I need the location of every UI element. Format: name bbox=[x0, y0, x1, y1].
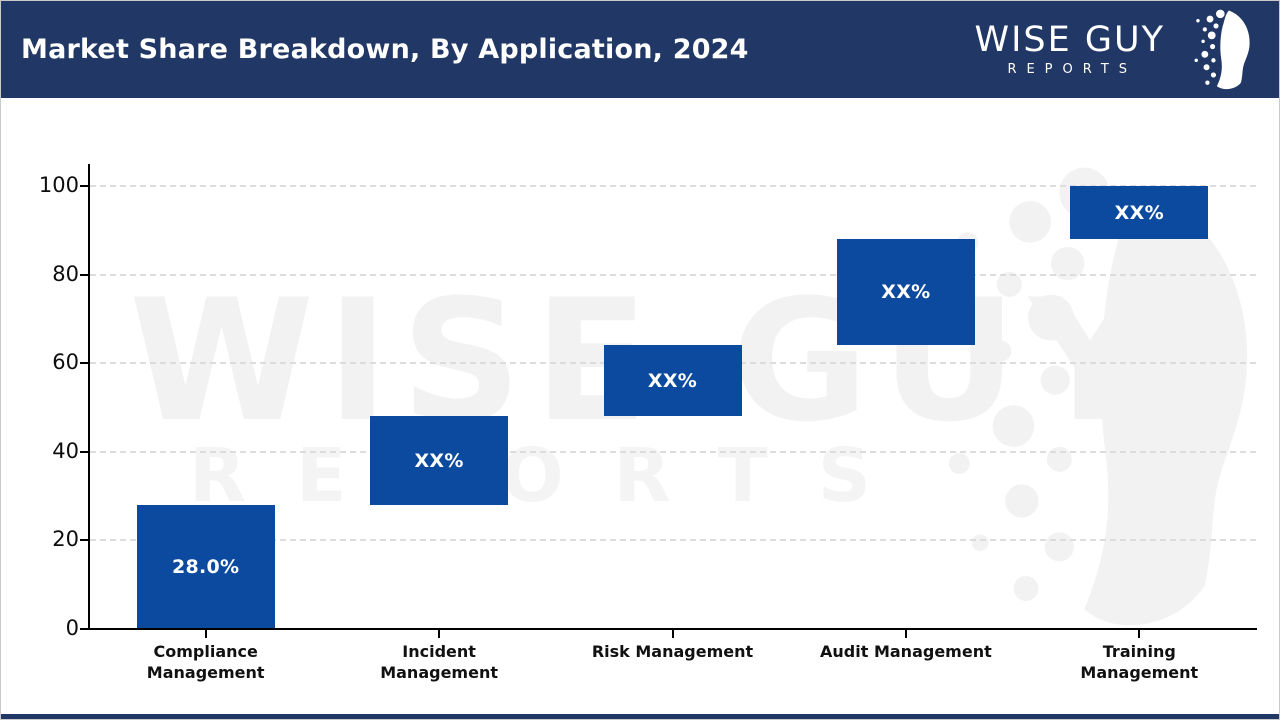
logo-face-icon bbox=[1194, 9, 1250, 89]
page-title: Market Share Breakdown, By Application, … bbox=[21, 34, 749, 65]
y-axis-tick bbox=[80, 628, 89, 630]
gridline bbox=[90, 450, 1256, 453]
x-axis-category-label: Audit Management bbox=[786, 641, 1026, 662]
x-axis-tick bbox=[904, 630, 907, 638]
y-axis-tick-label: 40 bbox=[52, 438, 79, 463]
x-axis-tick bbox=[671, 630, 674, 638]
bar-value-label: XX% bbox=[414, 449, 464, 472]
x-axis-tick bbox=[438, 630, 441, 638]
footer-bar bbox=[1, 714, 1279, 719]
x-axis-category-label: Incident Management bbox=[319, 641, 559, 683]
x-axis-category-line: Compliance bbox=[153, 642, 258, 661]
x-axis-tick bbox=[1138, 630, 1141, 638]
y-axis-tick bbox=[80, 539, 89, 542]
bar-compliance-management: 28.0% bbox=[136, 504, 275, 629]
logo-wordmark: WISE GUY REPORTS bbox=[974, 20, 1165, 77]
gridline bbox=[90, 539, 1256, 542]
header: Market Share Breakdown, By Application, … bbox=[1, 1, 1279, 98]
logo-wordmark-main: WISE GUY bbox=[974, 20, 1165, 60]
x-axis-category-label: Training Management bbox=[1019, 641, 1259, 683]
bar-value-label: XX% bbox=[1114, 201, 1164, 224]
y-axis-line bbox=[88, 164, 90, 630]
x-axis-tick bbox=[204, 630, 207, 638]
bar-value-label: 28.0% bbox=[171, 555, 240, 578]
bar-audit-management: XX% bbox=[836, 239, 975, 346]
x-axis-line bbox=[88, 628, 1257, 630]
bar-incident-management: XX% bbox=[370, 416, 509, 505]
bar-risk-management: XX% bbox=[603, 345, 742, 417]
wise-guy-logo: WISE GUY REPORTS bbox=[974, 7, 1253, 93]
y-axis-tick-label: 60 bbox=[52, 350, 79, 375]
x-axis-category-label: Compliance Management bbox=[86, 641, 326, 683]
gridline bbox=[90, 273, 1256, 276]
y-axis-tick bbox=[80, 273, 89, 276]
bar-value-label: XX% bbox=[881, 281, 931, 304]
y-axis-tick-label: 100 bbox=[38, 173, 79, 197]
x-axis-category-line: Training bbox=[1102, 642, 1176, 661]
gridline bbox=[90, 185, 1256, 187]
y-axis-tick bbox=[80, 362, 89, 365]
x-axis-category-label: Risk Management bbox=[553, 641, 793, 662]
x-axis-category-line: Audit Management bbox=[820, 642, 992, 661]
logo-wordmark-sub: REPORTS bbox=[1007, 62, 1138, 77]
bar-value-label: XX% bbox=[647, 369, 698, 392]
bar-training-management: XX% bbox=[1070, 186, 1209, 240]
x-axis-category-line: Management bbox=[146, 663, 265, 682]
y-axis-tick-label: 20 bbox=[52, 527, 79, 552]
y-axis-tick-label: 80 bbox=[52, 261, 79, 286]
y-axis-tick bbox=[80, 450, 89, 453]
x-axis-category-line: Management bbox=[1080, 663, 1199, 682]
y-axis-tick bbox=[80, 185, 89, 187]
y-axis-tick-label: 0 bbox=[65, 616, 79, 640]
x-axis-category-line: Risk Management bbox=[591, 642, 754, 661]
x-axis-category-line: Incident bbox=[402, 642, 476, 661]
x-axis-category-line: Management bbox=[380, 663, 498, 682]
